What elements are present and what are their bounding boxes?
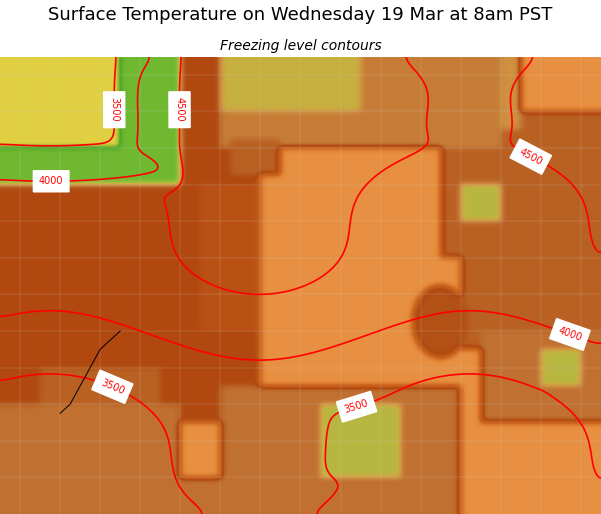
Text: 3500: 3500 (343, 398, 370, 415)
Text: 3500: 3500 (109, 97, 119, 122)
Text: 4000: 4000 (557, 326, 583, 343)
Text: 4000: 4000 (39, 176, 64, 186)
Text: 3500: 3500 (99, 377, 126, 396)
Text: 4500: 4500 (174, 97, 185, 122)
Text: 4500: 4500 (517, 146, 544, 167)
Text: Surface Temperature on Wednesday 19 Mar at 8am PST: Surface Temperature on Wednesday 19 Mar … (48, 6, 553, 25)
Text: Freezing level contours: Freezing level contours (219, 39, 382, 53)
